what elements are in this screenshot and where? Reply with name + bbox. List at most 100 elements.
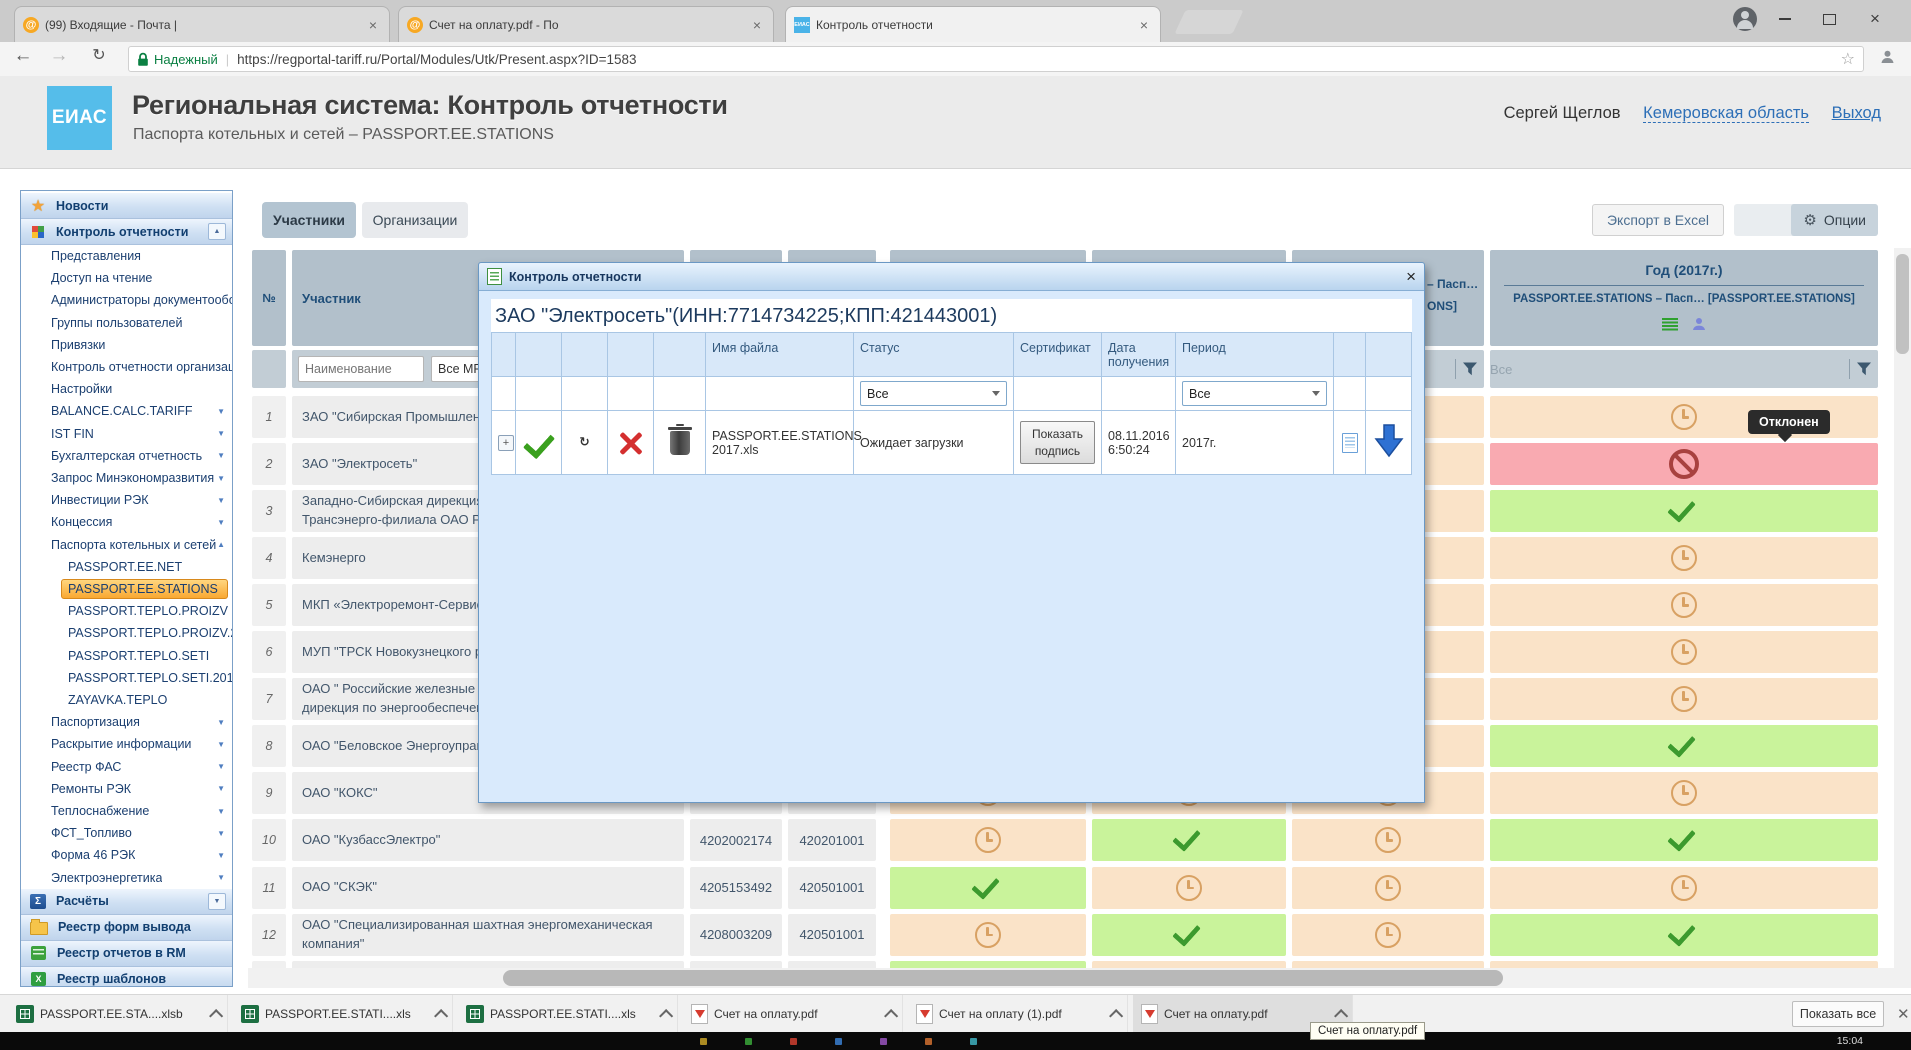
browser-tab[interactable]: @ Счет на оплату.pdf - По ×	[398, 6, 774, 42]
status-cell-pending[interactable]	[1490, 866, 1878, 909]
show-all-downloads-button[interactable]: Показать все	[1792, 1001, 1884, 1027]
tab-organizations[interactable]: Организации	[362, 202, 468, 238]
sidebar-item-passport.teplo.proizv.2016[interactable]: PASSPORT.TEPLO.PROIZV.2016	[21, 622, 232, 644]
sidebar-item-группы-пользователей[interactable]: Группы пользователей	[21, 312, 232, 334]
funnel-icon[interactable]	[1856, 361, 1872, 377]
sidebar-item-паспортизация[interactable]: Паспортизация ▼	[21, 711, 232, 733]
region-link[interactable]: Кемеровская область	[1643, 104, 1810, 123]
sidebar-item-инвестиции-рэк[interactable]: Инвестиции РЭК ▼	[21, 489, 232, 511]
sidebar-item-ремонты-рэк[interactable]: Ремонты РЭК ▼	[21, 778, 232, 800]
dialog-close-icon[interactable]: ×	[1406, 267, 1416, 286]
sidebar-item-администраторы-документооборота[interactable]: Администраторы документооборота	[21, 289, 232, 311]
status-cell-pending[interactable]	[1490, 537, 1878, 580]
participant-name-cell[interactable]: ОАО "КузбассЭлектро"	[292, 819, 684, 862]
show-signature-button[interactable]: Показать подпись	[1020, 421, 1095, 464]
sidebar-item-ist-fin[interactable]: IST FIN ▼	[21, 423, 232, 445]
download-icon[interactable]	[1373, 424, 1404, 458]
status-cell-pending[interactable]	[890, 913, 1086, 956]
sidebar-item-бухгалтерская-отчетность[interactable]: Бухгалтерская отчетность ▼	[21, 445, 232, 467]
chevron-up-icon[interactable]	[209, 1009, 224, 1024]
new-tab-button[interactable]	[1174, 10, 1244, 34]
sidebar-item-контроль-отчетности-организаций[interactable]: Контроль отчетности организаций	[21, 356, 232, 378]
name-filter-input[interactable]	[298, 356, 424, 382]
downloads-bar-close-icon[interactable]: ✕	[1897, 1006, 1910, 1023]
sidebar-item-электроэнергетика[interactable]: Электроэнергетика ▼	[21, 867, 232, 889]
sidebar-item-passport.ee.net[interactable]: PASSPORT.EE.NET	[21, 556, 232, 578]
tab-close-icon[interactable]: ×	[752, 16, 762, 33]
download-item[interactable]: PASSPORT.EE.STA....xlsb	[8, 995, 228, 1033]
status-cell-pending[interactable]	[1490, 678, 1878, 721]
section-toggle-button[interactable]: ▼	[208, 892, 226, 910]
sidebar-item-настройки[interactable]: Настройки	[21, 378, 232, 400]
forward-button[interactable]: →	[49, 45, 69, 66]
taskbar-app-icon[interactable]	[700, 1038, 707, 1045]
sidebar-item-расч-ты[interactable]: Σ Расчёты ▼	[21, 888, 232, 915]
sidebar-item-новости[interactable]: ★ Новости	[21, 193, 232, 219]
sidebar-item-представления[interactable]: Представления	[21, 245, 232, 267]
taskbar-app-icon[interactable]	[835, 1038, 842, 1045]
sidebar-item-реестр-отчетов-в-rm[interactable]: Реестр отчетов в RM	[21, 940, 232, 967]
status-cell-pending[interactable]	[1292, 913, 1484, 956]
sidebar-item-раскрытие-информации[interactable]: Раскрытие информации ▼	[21, 733, 232, 755]
status-cell-pending[interactable]	[1092, 960, 1286, 968]
status-cell-ok[interactable]	[1092, 913, 1286, 956]
back-button[interactable]: ←	[13, 45, 33, 66]
browser-profile-avatar[interactable]	[1728, 4, 1762, 34]
sidebar-item-реестр-фас[interactable]: Реестр ФАС ▼	[21, 756, 232, 778]
export-excel-button[interactable]: Экспорт в Excel	[1592, 204, 1724, 236]
tab-close-icon[interactable]: ×	[1139, 16, 1149, 33]
reload-button[interactable]: ↻	[92, 47, 106, 64]
horizontal-scrollbar[interactable]	[248, 968, 1894, 988]
bookmark-star-icon[interactable]: ☆	[1840, 51, 1855, 68]
download-item[interactable]: Счет на оплату (1).pdf	[908, 995, 1128, 1033]
address-bar[interactable]: Надежный | https://regportal-tariff.ru/P…	[128, 46, 1864, 72]
document-icon[interactable]	[1341, 432, 1358, 453]
status-cell-pending[interactable]	[1292, 819, 1484, 862]
vertical-scrollbar[interactable]	[1894, 248, 1911, 988]
status-cell-pending[interactable]	[1490, 584, 1878, 627]
sidebar-item-теплоснабжение[interactable]: Теплоснабжение ▼	[21, 800, 232, 822]
status-cell-rejected[interactable]	[1490, 443, 1878, 486]
status-cell-pending[interactable]	[890, 819, 1086, 862]
participant-name-cell[interactable]: ОАО "Специализированная шахтная энергоме…	[292, 913, 684, 956]
chevron-up-icon[interactable]	[434, 1009, 449, 1024]
sidebar-item-passport.teplo.proizv[interactable]: PASSPORT.TEPLO.PROIZV	[21, 600, 232, 622]
sidebar-item-passport.teplo.seti.2016[interactable]: PASSPORT.TEPLO.SETI.2016	[21, 667, 232, 689]
period-filter-select[interactable]: Все	[1182, 381, 1327, 406]
tab-participants[interactable]: Участники	[262, 202, 356, 238]
participant-name-cell[interactable]: ОАО "СКЭК"	[292, 866, 684, 909]
sidebar-item-passport.teplo.seti[interactable]: PASSPORT.TEPLO.SETI	[21, 645, 232, 667]
refresh-icon[interactable]: ↻	[561, 410, 608, 475]
horizontal-scrollbar-thumb[interactable]	[503, 970, 1503, 986]
sidebar-item-фст-топливо[interactable]: ФСТ_Топливо ▼	[21, 822, 232, 844]
funnel-icon[interactable]	[1462, 361, 1478, 377]
sidebar-item-passport.ee.stations[interactable]: PASSPORT.EE.STATIONS	[21, 578, 232, 600]
vertical-scrollbar-thumb[interactable]	[1896, 254, 1909, 354]
status-cell-ok[interactable]	[890, 866, 1086, 909]
status-cell-pending[interactable]	[1490, 631, 1878, 674]
status-cell-ok[interactable]	[890, 960, 1086, 968]
sidebar-item-контроль-отчетности[interactable]: Контроль отчетности ▲	[21, 219, 232, 245]
chevron-up-icon[interactable]	[1109, 1009, 1124, 1024]
browser-tab[interactable]: ЕИАС Контроль отчетности ×	[785, 6, 1161, 42]
download-item[interactable]: Счет на оплату.pdf	[1133, 995, 1353, 1033]
status-cell-ok[interactable]	[1490, 725, 1878, 768]
status-cell-pending[interactable]	[1092, 866, 1286, 909]
sidebar-item-концессия[interactable]: Концессия ▼	[21, 511, 232, 533]
tab-close-icon[interactable]: ×	[368, 16, 378, 33]
participant-name-cell[interactable]: ОАО "СУЭК-Кузбасс"	[292, 960, 684, 968]
status-cell-ok[interactable]	[1490, 913, 1878, 956]
approve-icon[interactable]	[522, 426, 555, 459]
reject-icon[interactable]	[618, 430, 644, 456]
section-toggle-button[interactable]: ▲	[208, 223, 226, 240]
sidebar-item-реестр-форм-вывода[interactable]: Реестр форм вывода	[21, 914, 232, 941]
download-item[interactable]: PASSPORT.EE.STATI....xls	[458, 995, 678, 1033]
sidebar-item-zayavka.teplo[interactable]: ZAYAVKA.TEPLO	[21, 689, 232, 711]
taskbar-app-icon[interactable]	[925, 1038, 932, 1045]
sidebar-item-реестр-шаблонов[interactable]: X Реестр шаблонов	[21, 966, 232, 986]
options-button[interactable]: ⚙ Опции	[1734, 204, 1878, 236]
close-window-button[interactable]: ×	[1870, 9, 1880, 28]
status-cell-pending[interactable]	[1490, 960, 1878, 968]
download-item[interactable]: Счет на оплату.pdf	[683, 995, 903, 1033]
sidebar-item-запрос-минэкономразвития[interactable]: Запрос Минэкономразвития ▼	[21, 467, 232, 489]
